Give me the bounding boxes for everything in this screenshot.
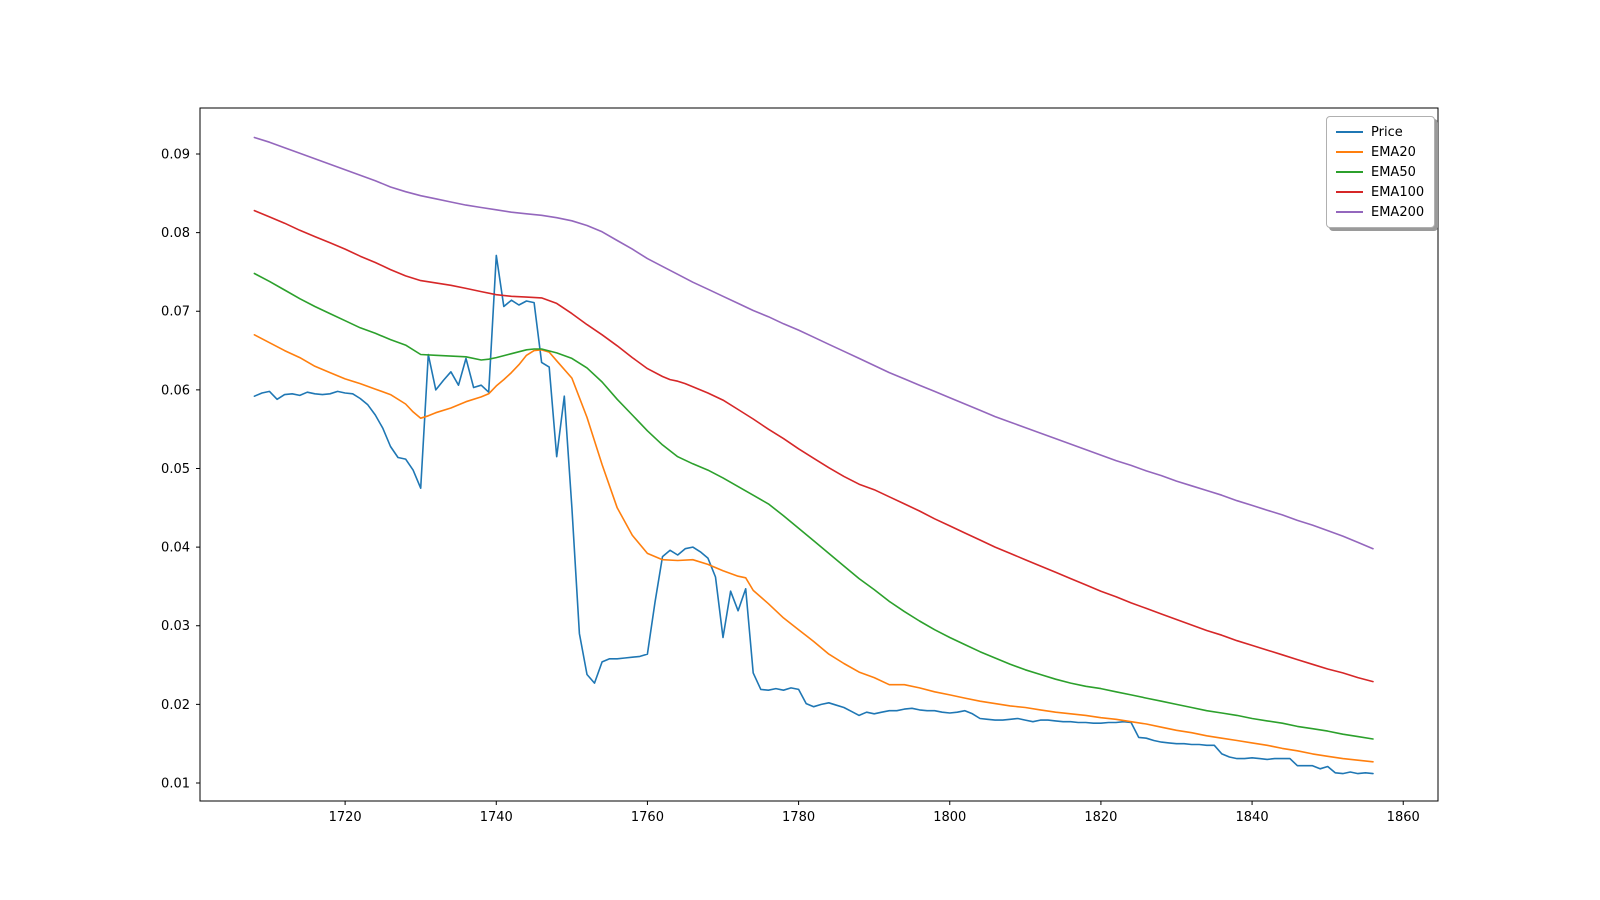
x-tick-label: 1860 <box>1387 810 1420 825</box>
y-tick-label: 0.06 <box>161 383 190 398</box>
y-tick-label: 0.04 <box>161 541 190 556</box>
y-tick-label: 0.02 <box>161 698 190 713</box>
legend-item-ema100: EMA100 <box>1336 182 1424 202</box>
legend-item-price: Price <box>1336 122 1424 142</box>
x-tick-label: 1800 <box>933 810 966 825</box>
legend-label: EMA100 <box>1371 184 1425 200</box>
legend-label: Price <box>1371 124 1403 140</box>
ema50-line-sample-icon <box>1336 171 1363 173</box>
ema200-line-sample-icon <box>1336 211 1363 213</box>
legend-item-ema50: EMA50 <box>1336 162 1424 182</box>
legend-item-ema200: EMA200 <box>1336 202 1424 222</box>
y-tick-label: 0.08 <box>161 226 190 241</box>
plot-box <box>199 107 1439 802</box>
x-tick-label: 1780 <box>782 810 815 825</box>
y-tick-label: 0.07 <box>161 305 190 320</box>
x-tick-label: 1760 <box>631 810 664 825</box>
legend-label: EMA50 <box>1371 164 1416 180</box>
legend: Price EMA20 EMA50 EMA100 EMA200 <box>1326 116 1436 228</box>
price-line-sample-icon <box>1336 131 1363 133</box>
ema20-line-sample-icon <box>1336 151 1363 153</box>
y-axis: 0.01 0.02 0.03 0.04 0.05 0.06 0.07 0.08 0.09 <box>161 147 200 791</box>
series-line-ema20 <box>253 333 1374 763</box>
legend-item-ema20: EMA20 <box>1336 142 1424 162</box>
x-axis: 1720 1740 1760 1780 1800 1820 1840 1860 <box>329 801 1420 825</box>
y-tick-label: 0.05 <box>161 462 190 477</box>
ema100-line-sample-icon <box>1336 191 1363 193</box>
series-line-price <box>253 254 1374 775</box>
series-line-ema100 <box>253 209 1374 683</box>
series-line-ema50 <box>253 272 1374 740</box>
x-tick-label: 1740 <box>480 810 513 825</box>
series-line-ema200 <box>253 136 1374 550</box>
x-tick-label: 1820 <box>1084 810 1117 825</box>
x-tick-label: 1840 <box>1236 810 1269 825</box>
y-tick-label: 0.01 <box>161 776 190 791</box>
legend-label: EMA200 <box>1371 204 1425 220</box>
y-tick-label: 0.03 <box>161 619 190 634</box>
legend-label: EMA20 <box>1371 144 1416 160</box>
y-tick-label: 0.09 <box>161 147 190 162</box>
x-tick-label: 1720 <box>329 810 362 825</box>
